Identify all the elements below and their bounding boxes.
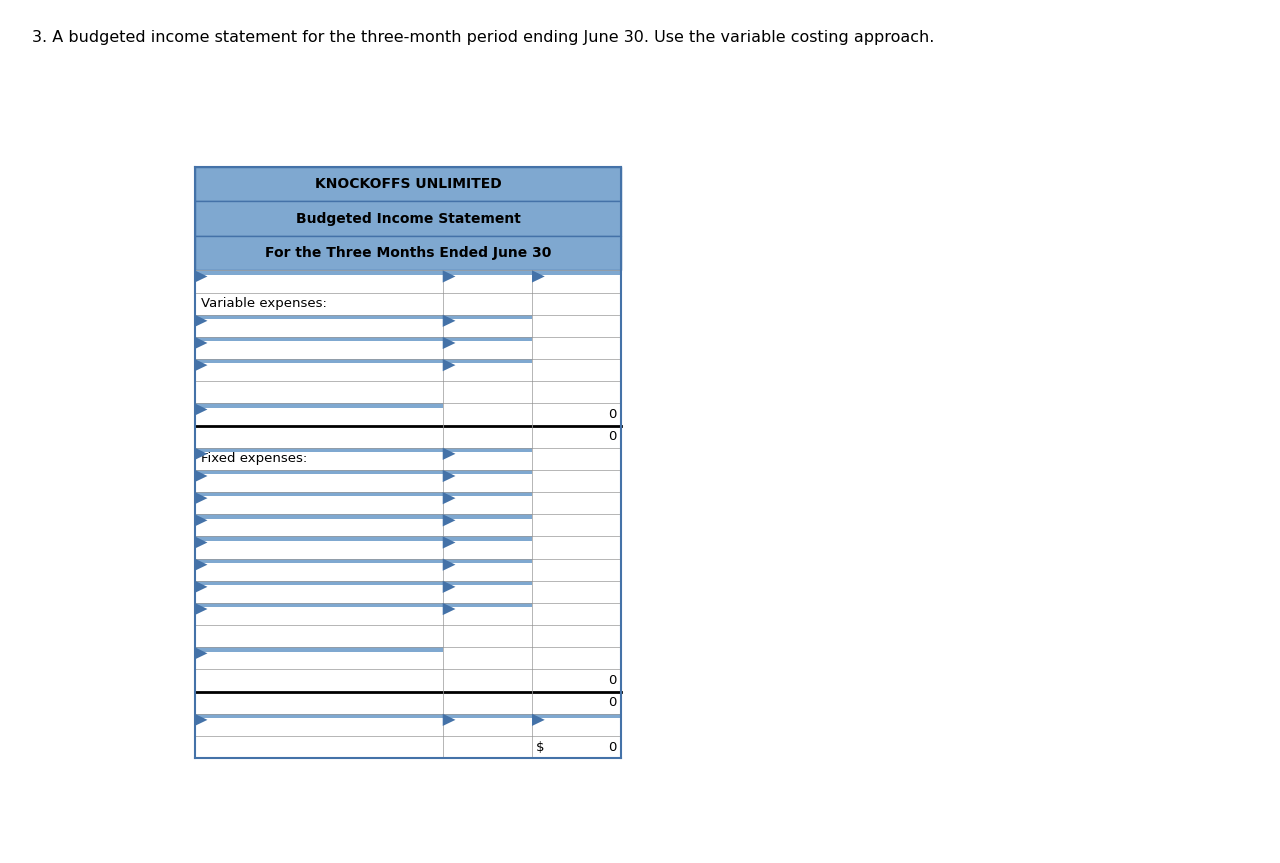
Polygon shape	[443, 537, 456, 549]
Bar	[195, 236, 621, 270]
Bar	[443, 581, 532, 585]
Bar	[443, 315, 532, 319]
Polygon shape	[195, 403, 207, 416]
Text: Budgeted Income Statement: Budgeted Income Statement	[296, 211, 521, 225]
Bar	[195, 270, 443, 274]
Polygon shape	[195, 315, 207, 327]
Bar	[195, 337, 443, 341]
Text: Variable expenses:: Variable expenses:	[201, 297, 326, 310]
Bar	[195, 425, 621, 448]
Polygon shape	[532, 270, 545, 282]
Bar	[195, 558, 621, 581]
Bar	[195, 558, 443, 563]
Bar	[532, 270, 621, 274]
Bar	[195, 714, 621, 736]
Bar	[443, 514, 532, 519]
Polygon shape	[443, 514, 456, 526]
Polygon shape	[443, 270, 456, 282]
Bar	[443, 492, 532, 496]
Bar	[443, 537, 532, 541]
Bar	[195, 403, 621, 425]
Polygon shape	[443, 359, 456, 371]
Text: 0: 0	[608, 740, 617, 753]
Bar	[195, 603, 621, 625]
Bar	[195, 448, 621, 469]
Bar	[195, 581, 443, 585]
Bar	[195, 469, 621, 492]
Bar	[195, 381, 621, 403]
Bar	[195, 167, 621, 201]
Bar	[195, 514, 621, 537]
Polygon shape	[195, 359, 207, 371]
Text: 3. A budgeted income statement for the three-month period ending June 30. Use th: 3. A budgeted income statement for the t…	[32, 30, 934, 45]
Bar	[195, 201, 621, 236]
Bar	[443, 359, 532, 363]
Text: 0: 0	[608, 696, 617, 709]
Polygon shape	[195, 714, 207, 726]
Text: 0: 0	[608, 408, 617, 421]
Bar	[195, 537, 443, 541]
Polygon shape	[443, 581, 456, 593]
Bar	[195, 736, 621, 758]
Polygon shape	[195, 537, 207, 549]
Polygon shape	[195, 337, 207, 349]
Bar	[195, 469, 443, 475]
Polygon shape	[443, 558, 456, 570]
Bar	[443, 469, 532, 475]
Bar	[195, 625, 621, 647]
Text: $: $	[536, 740, 544, 753]
Bar	[443, 714, 532, 718]
Bar	[195, 315, 621, 337]
Bar	[195, 359, 443, 363]
Polygon shape	[443, 714, 456, 726]
Polygon shape	[532, 714, 545, 726]
Bar	[195, 581, 621, 603]
Polygon shape	[443, 492, 456, 504]
Bar	[443, 448, 532, 452]
Bar	[195, 492, 621, 514]
Polygon shape	[195, 558, 207, 570]
Bar	[195, 691, 621, 714]
Text: KNOCKOFFS UNLIMITED: KNOCKOFFS UNLIMITED	[315, 177, 502, 191]
Polygon shape	[195, 492, 207, 504]
Bar	[195, 270, 621, 293]
Bar	[195, 537, 621, 558]
Bar	[195, 448, 443, 452]
Polygon shape	[195, 581, 207, 593]
Polygon shape	[195, 469, 207, 482]
Bar	[195, 403, 443, 408]
Bar	[532, 714, 621, 718]
Text: 0: 0	[608, 674, 617, 687]
Text: 0: 0	[608, 430, 617, 443]
Bar	[195, 492, 443, 496]
Bar	[195, 337, 621, 359]
Bar	[443, 603, 532, 608]
Text: For the Three Months Ended June 30: For the Three Months Ended June 30	[265, 246, 552, 260]
Polygon shape	[195, 603, 207, 615]
Bar	[195, 293, 621, 315]
Polygon shape	[195, 270, 207, 282]
Bar	[195, 603, 443, 608]
Bar	[195, 315, 443, 319]
Bar	[443, 337, 532, 341]
Bar	[195, 670, 621, 691]
Bar	[443, 558, 532, 563]
Bar	[443, 270, 532, 274]
Polygon shape	[443, 448, 456, 460]
Text: Fixed expenses:: Fixed expenses:	[201, 452, 307, 465]
Bar	[195, 514, 443, 519]
Polygon shape	[195, 514, 207, 526]
Bar	[195, 647, 443, 652]
Bar	[195, 714, 443, 718]
Polygon shape	[443, 603, 456, 615]
Polygon shape	[195, 448, 207, 460]
Polygon shape	[443, 315, 456, 327]
Bar	[195, 647, 621, 670]
Polygon shape	[443, 469, 456, 482]
Polygon shape	[443, 337, 456, 349]
Polygon shape	[195, 647, 207, 659]
Bar	[195, 359, 621, 381]
